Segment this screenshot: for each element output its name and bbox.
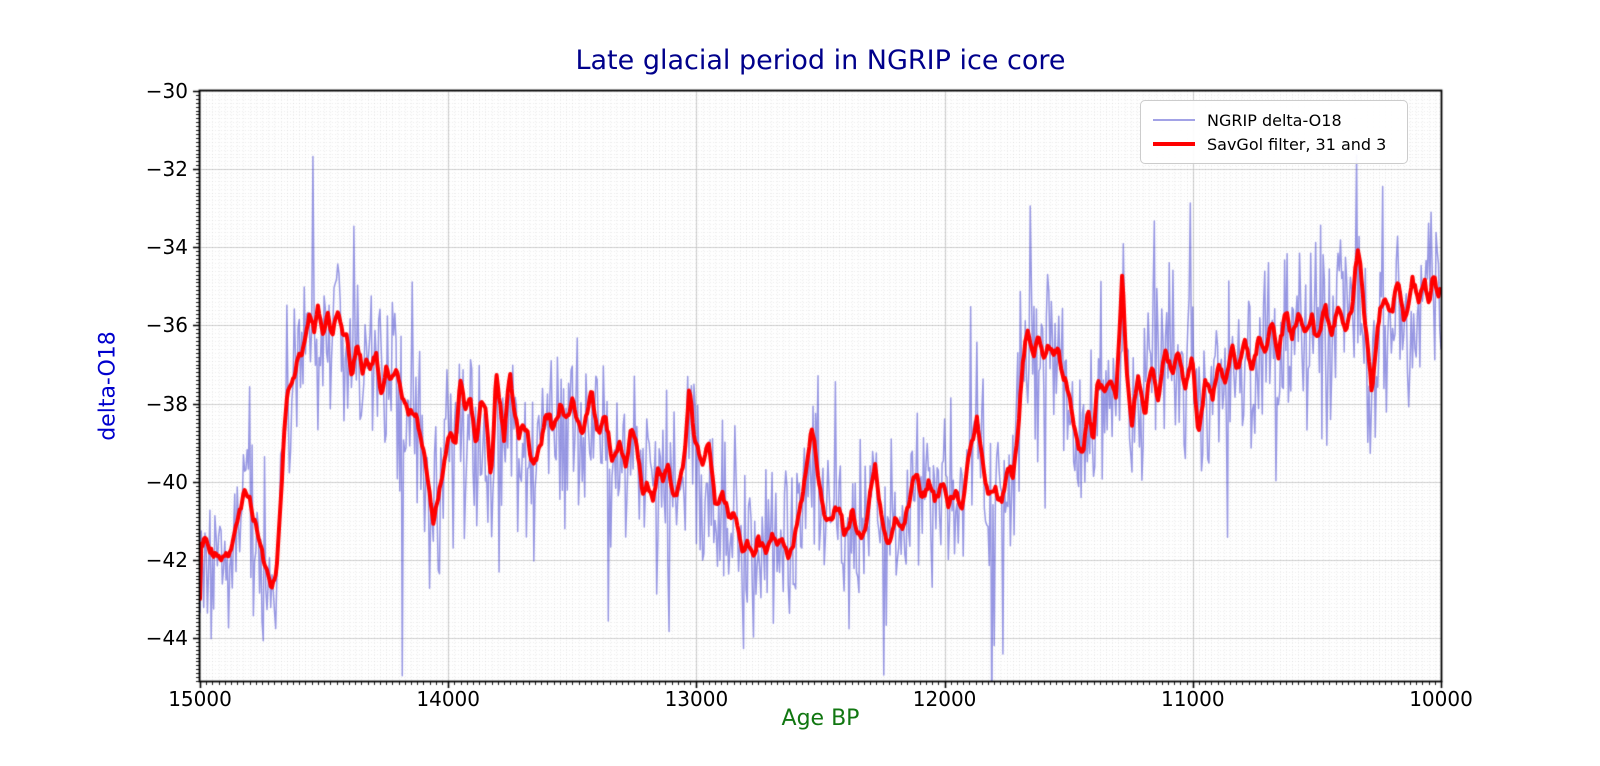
x-tick-label: 12000 bbox=[912, 687, 977, 711]
legend-label-smoothed: SavGol filter, 31 and 3 bbox=[1207, 134, 1387, 154]
legend-entry-smoothed: SavGol filter, 31 and 3 bbox=[1153, 132, 1397, 156]
x-tick-label: 10000 bbox=[1409, 687, 1473, 711]
y-axis-label: delta-O18 bbox=[95, 331, 121, 441]
x-tick-label: 15000 bbox=[168, 687, 232, 711]
legend-line-sample-smoothed bbox=[1153, 142, 1195, 146]
y-tick-label: −42 bbox=[145, 547, 188, 572]
x-tick-label: 13000 bbox=[664, 687, 729, 711]
x-tick-label: 11000 bbox=[1160, 687, 1225, 711]
y-tick-label: −36 bbox=[145, 313, 188, 338]
chart-title: Late glacial period in NGRIP ice core bbox=[575, 45, 1066, 76]
y-tick-label: −30 bbox=[145, 79, 188, 103]
x-tick-label: 14000 bbox=[416, 687, 480, 711]
y-tick-label: −44 bbox=[145, 626, 188, 651]
legend: NGRIP delta-O18 SavGol filter, 31 and 3 bbox=[1140, 100, 1408, 164]
legend-line-sample-raw bbox=[1153, 119, 1195, 121]
legend-entry-raw: NGRIP delta-O18 bbox=[1153, 108, 1397, 132]
y-tick-label: −38 bbox=[145, 391, 188, 416]
y-tick-label: −32 bbox=[145, 157, 188, 182]
x-axis-label: Age BP bbox=[781, 706, 860, 731]
legend-label-raw: NGRIP delta-O18 bbox=[1207, 110, 1342, 130]
y-tick-label: −34 bbox=[145, 235, 188, 260]
y-tick-label: −40 bbox=[145, 469, 188, 494]
